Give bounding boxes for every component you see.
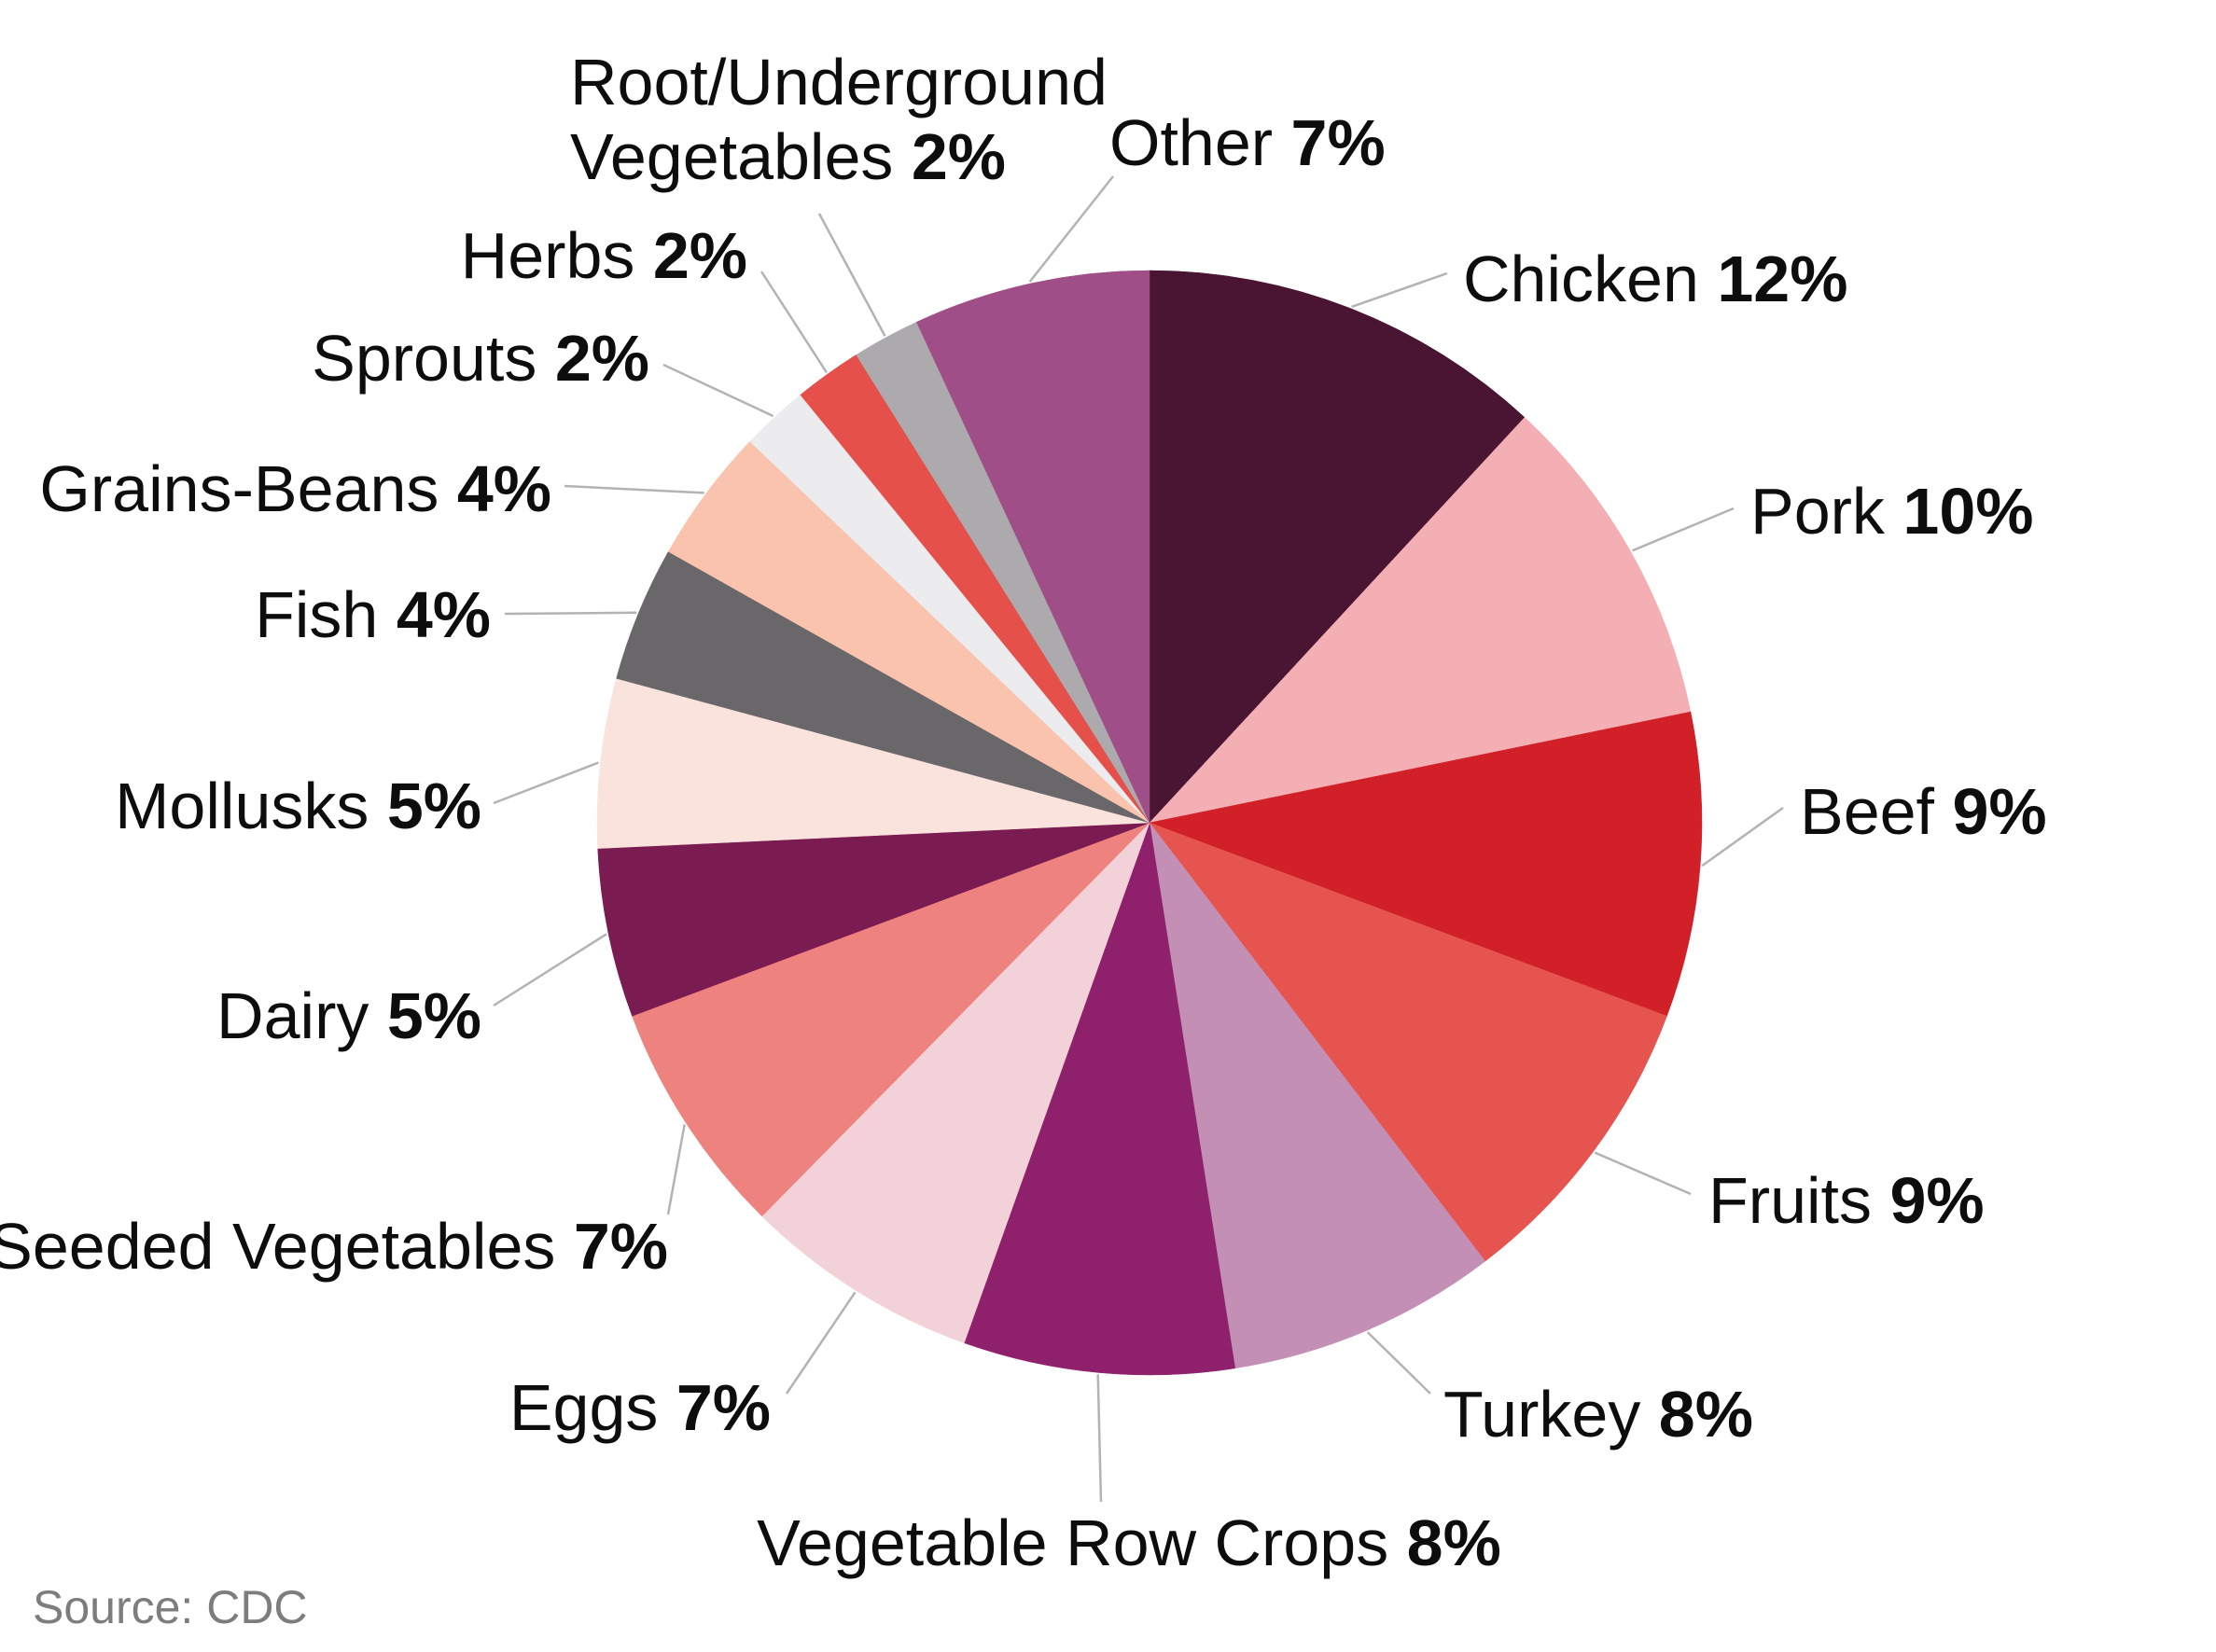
leader-line-chicken [1351, 271, 1448, 309]
slice-label-other: Other 7% [1109, 106, 1386, 179]
slice-label-seeded_vegetables: Seeded Vegetables 7% [0, 1210, 668, 1283]
leader-line-vegetable_row_crops [1096, 1374, 1103, 1503]
leader-line-beef [1701, 806, 1784, 868]
pie-slice-chicken [1149, 270, 1526, 824]
leader-line-root_underground_vegetables [817, 213, 886, 337]
pie-slice-eggs [761, 822, 1150, 1343]
leader-line-eggs [785, 1291, 857, 1395]
slice-label-chicken: Chicken 12% [1463, 243, 1848, 315]
slice-label-herbs: Herbs 2% [460, 219, 747, 292]
leader-line-pork [1632, 507, 1735, 552]
slice-label-turkey: Turkey 8% [1443, 1378, 1753, 1451]
slice-label-pork: Pork 10% [1750, 475, 2034, 548]
slice-label-vegetable_row_crops: Vegetable Row Crops 8% [757, 1506, 1501, 1579]
slice-label-beef: Beef 9% [1800, 775, 2047, 848]
leader-line-sprouts [662, 363, 774, 418]
leader-line-fish [504, 611, 637, 616]
leader-line-grains_beans [564, 484, 704, 494]
leader-line-fruits [1594, 1151, 1692, 1196]
slice-label-fruits: Fruits 9% [1708, 1164, 1985, 1237]
slice-label-fish: Fish 4% [255, 578, 491, 651]
pie-slice-other [915, 270, 1150, 824]
slice-label-sprouts: Sprouts 2% [312, 322, 649, 395]
slice-label-dairy: Dairy 5% [216, 979, 481, 1052]
pie-slice-beef [1149, 711, 1703, 1017]
leader-line-turkey [1366, 1331, 1431, 1395]
source-caption: Source: CDC [33, 1581, 308, 1633]
slice-label-eggs: Eggs 7% [509, 1371, 771, 1444]
pie-slice-mollusks [596, 677, 1150, 849]
leader-line-seeded_vegetables [666, 1124, 686, 1215]
pie-slice-turkey [1149, 822, 1486, 1369]
leader-line-other [1028, 175, 1114, 283]
slice-label-mollusks: Mollusks 5% [115, 770, 481, 842]
leader-line-dairy [493, 933, 607, 1007]
leader-line-herbs [760, 271, 828, 373]
pie-slice-vegetable_row_crops [964, 822, 1235, 1376]
leader-line-mollusks [493, 761, 599, 805]
pie-slice-fruits [1149, 822, 1667, 1262]
pie-slice-dairy [597, 822, 1150, 1017]
slice-label-grains_beans: Grains-Beans 4% [39, 452, 551, 525]
pie-slice-seeded_vegetables [632, 822, 1150, 1217]
pie-slice-pork [1149, 417, 1692, 824]
slice-label-root_underground_vegetables: Root/Underground Vegetables 2% [570, 46, 1108, 193]
